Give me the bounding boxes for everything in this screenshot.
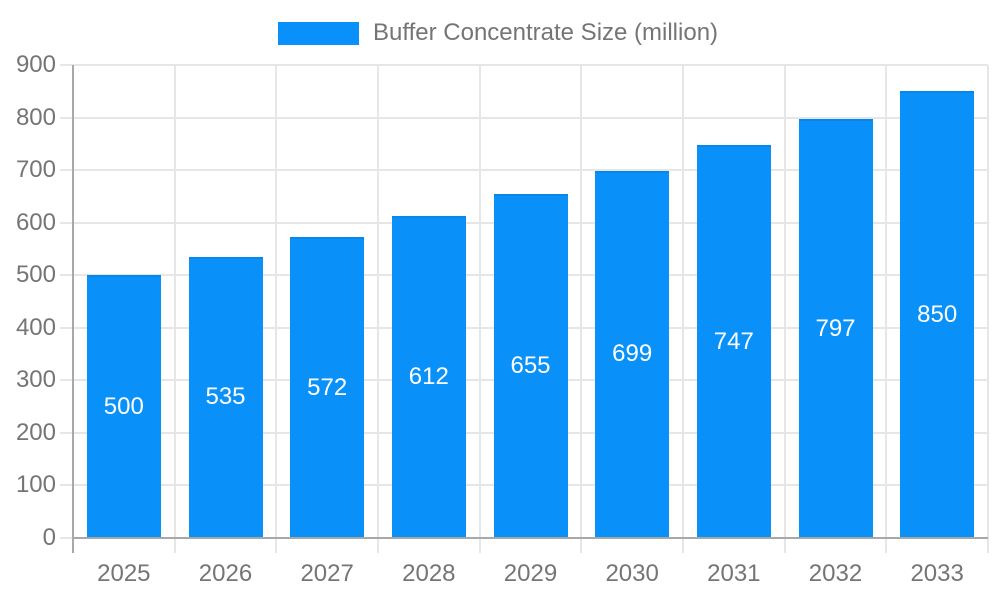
x-axis-line [73, 537, 988, 539]
y-axis-tick-label: 600 [15, 208, 56, 236]
bar-2030[interactable] [595, 170, 670, 538]
y-axis-tick-label: 800 [15, 103, 56, 131]
y-tick-mark [60, 64, 73, 66]
y-gridline [73, 64, 988, 66]
bar-2032[interactable] [798, 119, 873, 538]
bar-value-label: 572 [307, 373, 348, 401]
legend-label: Buffer Concentrate Size (million) [373, 19, 719, 46]
x-tick-mark [783, 538, 786, 553]
y-axis-tick-label: 200 [15, 418, 56, 446]
bar-value-label: 699 [612, 340, 653, 368]
x-gridline [682, 65, 684, 538]
y-tick-mark [60, 484, 73, 487]
bar-value-label: 500 [103, 392, 144, 420]
x-axis-tick-label: 2030 [605, 560, 659, 587]
y-axis-line [72, 65, 74, 553]
x-axis-tick-label: 2031 [707, 560, 761, 587]
x-tick-mark [682, 538, 684, 553]
x-tick-mark [275, 538, 278, 553]
x-gridline [377, 65, 379, 538]
bar-value-label: 535 [205, 383, 246, 411]
x-axis-tick-label: 2026 [198, 560, 253, 587]
x-tick-mark [885, 538, 888, 553]
x-gridline [885, 65, 888, 538]
x-axis-tick-label: 2033 [910, 560, 964, 587]
bar-value-label: 797 [815, 314, 856, 342]
y-axis-tick-label: 700 [15, 156, 56, 184]
y-tick-mark [60, 116, 73, 119]
y-tick-mark [60, 221, 73, 224]
x-gridline [580, 65, 583, 538]
y-axis-tick-label: 400 [15, 313, 56, 341]
bar-2026[interactable] [188, 256, 263, 538]
y-gridline [73, 169, 988, 172]
bar-value-label: 850 [917, 300, 958, 328]
x-tick-mark [173, 538, 176, 553]
bar-2029[interactable] [493, 193, 568, 538]
legend-swatch-icon [278, 21, 359, 45]
bar-value-label: 747 [713, 327, 754, 355]
x-tick-mark [580, 538, 583, 553]
x-tick-mark [377, 538, 379, 553]
x-gridline [478, 65, 481, 538]
y-axis-tick-label: 100 [15, 471, 56, 499]
y-tick-mark [60, 379, 73, 382]
x-axis-tick-label: 2029 [503, 560, 558, 587]
y-tick-mark [60, 326, 73, 329]
x-axis-tick-label: 2028 [402, 560, 456, 587]
bar-2031[interactable] [696, 145, 771, 538]
bar-2028[interactable] [391, 216, 466, 538]
y-tick-mark [60, 431, 73, 434]
x-axis-tick-label: 2027 [300, 560, 354, 587]
y-axis-tick-label: 0 [42, 524, 56, 551]
x-tick-mark [478, 538, 481, 553]
bar-value-label: 612 [408, 363, 449, 391]
y-gridline [73, 116, 988, 119]
chart-legend[interactable]: Buffer Concentrate Size (million) [278, 20, 718, 46]
y-tick-mark [60, 537, 73, 539]
y-axis-tick-label: 900 [15, 51, 56, 78]
bar-2025[interactable] [86, 275, 161, 538]
bar-value-label: 655 [510, 351, 551, 379]
y-axis-tick-label: 300 [15, 366, 56, 394]
y-axis-tick-label: 500 [15, 261, 56, 289]
y-tick-mark [60, 274, 73, 277]
bar-2027[interactable] [290, 237, 365, 538]
x-gridline [987, 65, 989, 538]
x-axis-tick-label: 2032 [808, 560, 863, 587]
y-tick-mark [60, 169, 73, 172]
x-gridline [275, 65, 278, 538]
bar-2033[interactable] [900, 91, 975, 538]
x-tick-mark [987, 538, 989, 553]
x-gridline [173, 65, 176, 538]
x-gridline [783, 65, 786, 538]
x-axis-tick-label: 2025 [97, 560, 151, 587]
